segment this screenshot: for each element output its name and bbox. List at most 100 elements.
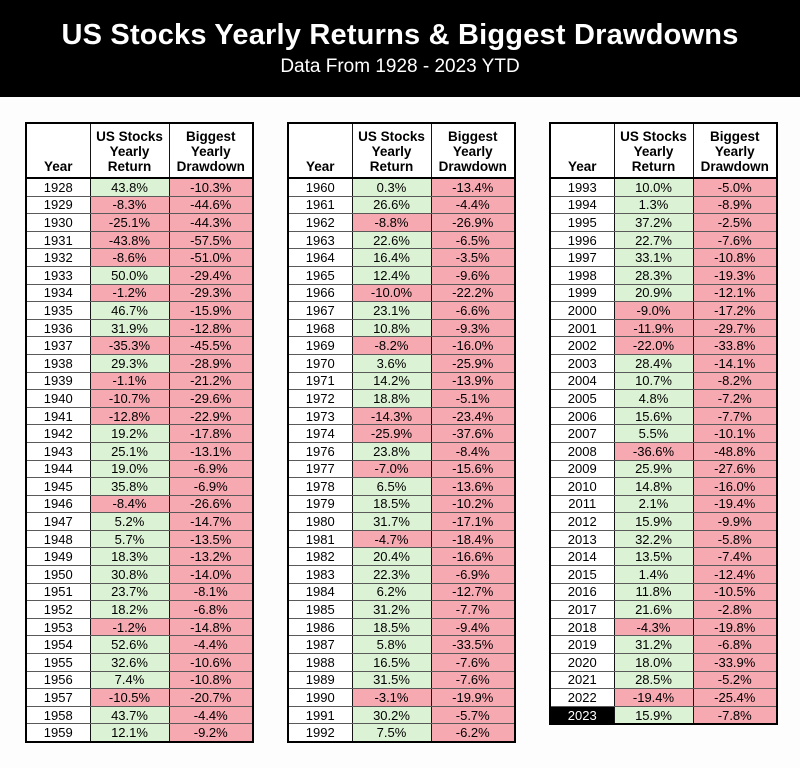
drawdown-cell: -5.0% <box>692 177 778 197</box>
table-row: 1984 6.2% -12.7% <box>287 582 516 602</box>
return-cell: 18.5% <box>351 494 432 514</box>
return-cell: 14.2% <box>351 371 432 391</box>
return-cell: 26.6% <box>351 195 432 215</box>
year-cell: 1971 <box>287 371 353 391</box>
table-row: 1945 35.8% -6.9% <box>25 477 254 496</box>
drawdown-cell: -21.2% <box>168 371 254 391</box>
table-row: 2015 1.4% -12.4% <box>549 565 778 584</box>
return-cell: -4.3% <box>613 617 694 637</box>
table-row: 2023 15.9% -7.8% <box>549 705 778 725</box>
table-row: 1935 46.7% -15.9% <box>25 301 254 320</box>
drawdown-cell: -5.2% <box>692 670 778 690</box>
year-cell: 1953 <box>25 617 91 637</box>
year-cell: 1934 <box>25 283 91 303</box>
year-cell: 1944 <box>25 459 91 479</box>
table-row: 1934 -1.2% -29.3% <box>25 283 254 303</box>
drawdown-cell: -45.5% <box>168 336 254 355</box>
year-cell: 1995 <box>549 213 615 232</box>
drawdown-cell: -6.9% <box>168 477 254 496</box>
drawdown-cell: -20.7% <box>168 688 254 707</box>
year-cell: 2020 <box>549 653 615 672</box>
return-cell: 18.5% <box>351 617 432 637</box>
column-header-return: US Stocks Yearly Return <box>613 123 694 179</box>
drawdown-cell: -7.8% <box>692 705 778 725</box>
year-cell: 1962 <box>287 213 353 232</box>
return-cell: -8.2% <box>351 336 432 355</box>
table-row: 1955 32.6% -10.6% <box>25 653 254 672</box>
table-row: 1972 18.8% -5.1% <box>287 389 516 408</box>
drawdown-cell: -8.9% <box>692 195 778 215</box>
table-row: 2006 15.6% -7.7% <box>549 406 778 426</box>
year-cell: 1966 <box>287 283 353 303</box>
table-row: 1939 -1.1% -21.2% <box>25 371 254 391</box>
return-cell: -10.5% <box>89 688 170 707</box>
table-row: 1983 22.3% -6.9% <box>287 565 516 584</box>
table-row: 1963 22.6% -6.5% <box>287 230 516 250</box>
year-cell: 1983 <box>287 565 353 584</box>
drawdown-cell: -33.8% <box>692 336 778 355</box>
return-cell: 14.8% <box>613 477 694 496</box>
table-row: 2013 32.2% -5.8% <box>549 529 778 549</box>
table-row: 1969 -8.2% -16.0% <box>287 336 516 355</box>
year-cell: 2021 <box>549 670 615 690</box>
drawdown-cell: -6.6% <box>430 301 516 320</box>
table-row: 2022 -19.4% -25.4% <box>549 688 778 707</box>
drawdown-cell: -48.8% <box>692 441 778 461</box>
drawdown-cell: -16.6% <box>430 547 516 567</box>
return-cell: 20.4% <box>351 547 432 567</box>
return-cell: 10.0% <box>613 177 694 197</box>
column-header-return: US Stocks Yearly Return <box>351 123 432 179</box>
return-cell: 25.9% <box>613 459 694 479</box>
table-row: 1930 -25.1% -44.3% <box>25 213 254 232</box>
year-cell: 1950 <box>25 565 91 584</box>
drawdown-cell: -10.6% <box>168 653 254 672</box>
table-row: 1968 10.8% -9.3% <box>287 318 516 338</box>
return-cell: 5.2% <box>89 512 170 531</box>
table-row: 2016 11.8% -10.5% <box>549 582 778 602</box>
return-cell: 31.2% <box>351 600 432 619</box>
year-cell: 1984 <box>287 582 353 602</box>
table-row: 2000 -9.0% -17.2% <box>549 301 778 320</box>
table-row: 1943 25.1% -13.1% <box>25 441 254 461</box>
drawdown-cell: -44.6% <box>168 195 254 215</box>
year-cell: 1969 <box>287 336 353 355</box>
return-cell: -8.3% <box>89 195 170 215</box>
year-cell: 1955 <box>25 653 91 672</box>
drawdown-cell: -26.6% <box>168 494 254 514</box>
return-cell: 15.9% <box>613 512 694 531</box>
year-cell: 1928 <box>25 177 91 197</box>
drawdown-cell: -4.4% <box>168 635 254 655</box>
table-row: 1953 -1.2% -14.8% <box>25 617 254 637</box>
table-row: 1952 18.2% -6.8% <box>25 600 254 619</box>
year-cell: 2004 <box>549 371 615 391</box>
table-row: 1947 5.2% -14.7% <box>25 512 254 531</box>
return-cell: -19.4% <box>613 688 694 707</box>
year-cell: 1996 <box>549 230 615 250</box>
year-cell: 1932 <box>25 248 91 267</box>
drawdown-cell: -13.9% <box>430 371 516 391</box>
table-row: 1992 7.5% -6.2% <box>287 723 516 743</box>
drawdown-cell: -29.7% <box>692 318 778 338</box>
return-cell: 23.7% <box>89 582 170 602</box>
table-row: 1932 -8.6% -51.0% <box>25 248 254 267</box>
year-cell: 1949 <box>25 547 91 567</box>
table-row: 1986 18.5% -9.4% <box>287 617 516 637</box>
year-cell: 2019 <box>549 635 615 655</box>
table-row: 1951 23.7% -8.1% <box>25 582 254 602</box>
table-row: 2020 18.0% -33.9% <box>549 653 778 672</box>
year-cell: 2006 <box>549 406 615 426</box>
table-row: 2008 -36.6% -48.8% <box>549 441 778 461</box>
drawdown-cell: -19.9% <box>430 688 516 707</box>
year-cell: 2009 <box>549 459 615 479</box>
year-cell: 1974 <box>287 424 353 443</box>
year-cell: 1988 <box>287 653 353 672</box>
drawdown-cell: -7.7% <box>692 406 778 426</box>
drawdown-cell: -19.8% <box>692 617 778 637</box>
drawdown-cell: -16.0% <box>692 477 778 496</box>
return-cell: -9.0% <box>613 301 694 320</box>
drawdown-cell: -27.6% <box>692 459 778 479</box>
drawdown-cell: -12.1% <box>692 283 778 303</box>
year-cell: 1954 <box>25 635 91 655</box>
return-cell: 20.9% <box>613 283 694 303</box>
year-cell: 1937 <box>25 336 91 355</box>
